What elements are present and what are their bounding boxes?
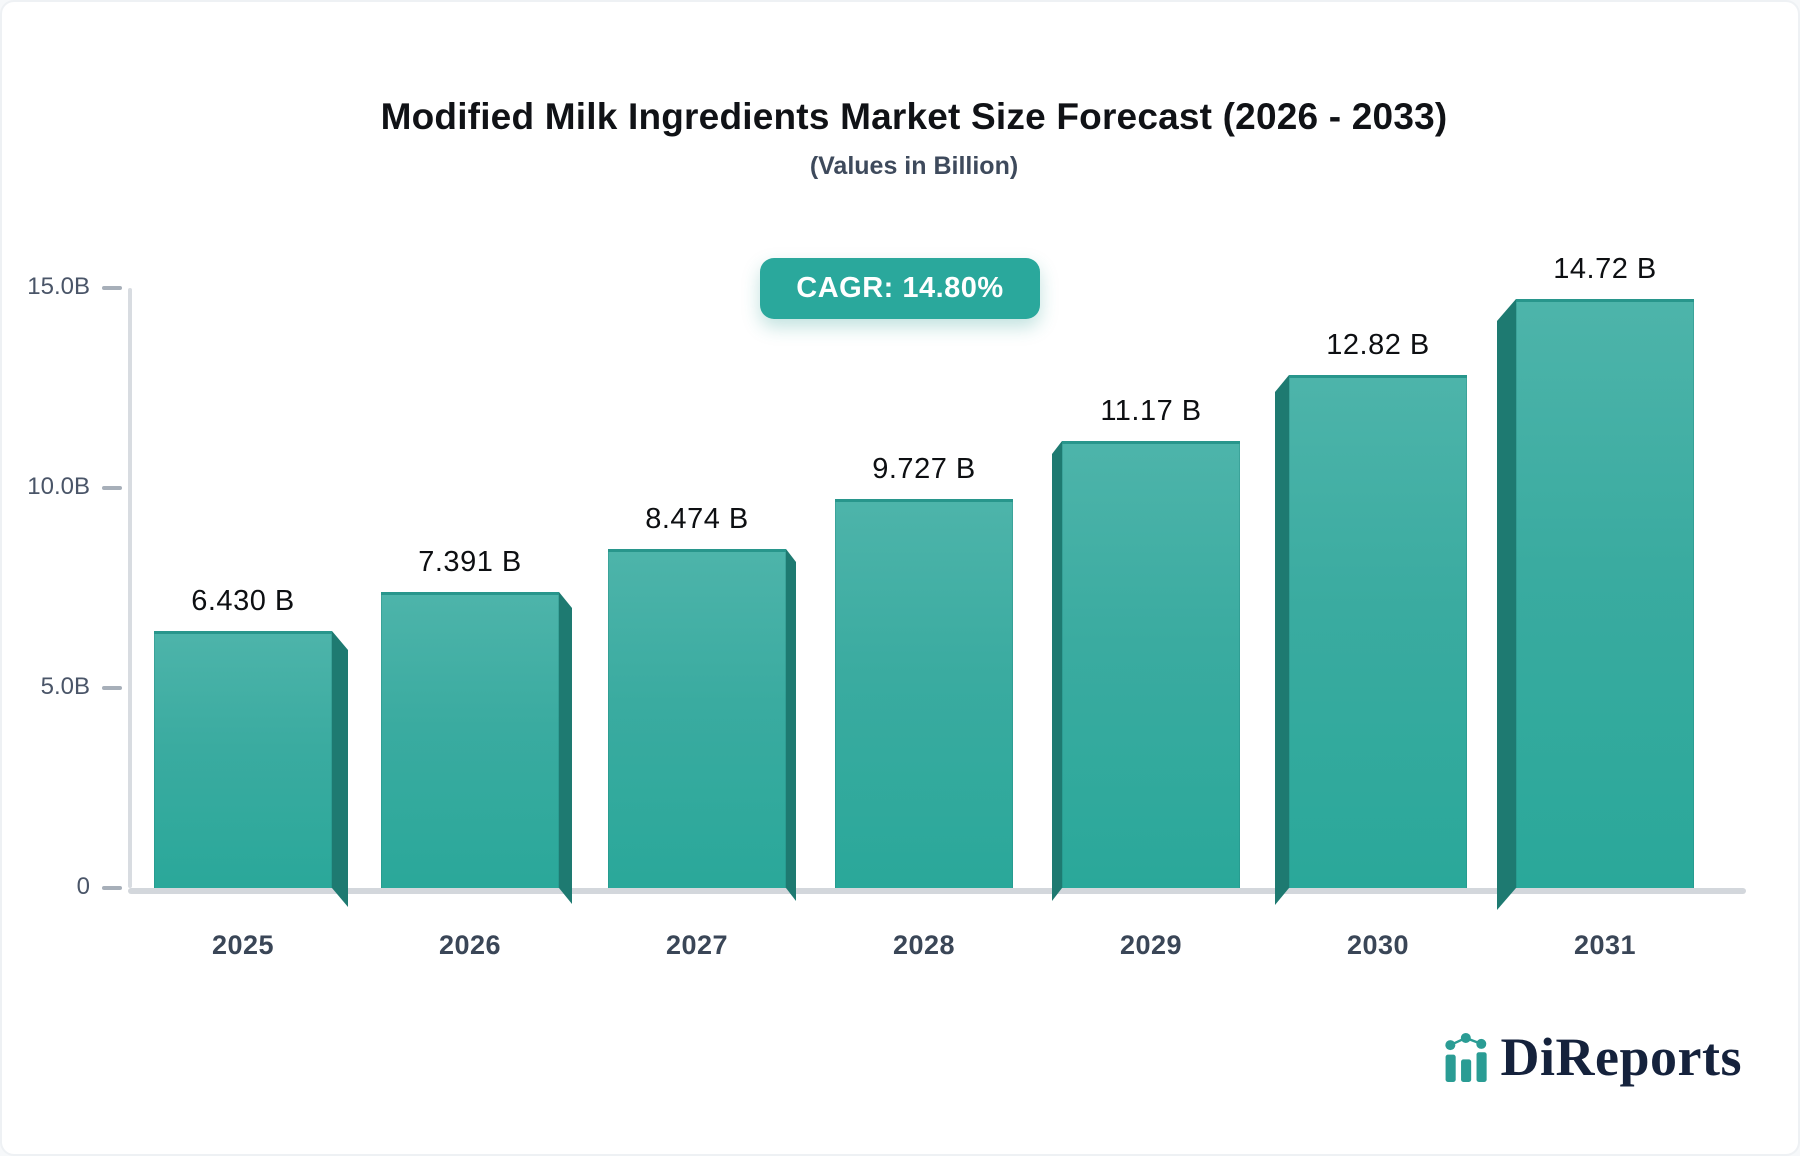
y-tick-mark [102,286,122,290]
x-tick-label-2027: 2027 [665,930,729,960]
y-tick-label: 10.0B [27,473,90,500]
bar-side-face-2030 [1275,375,1289,905]
y-axis-line [128,288,132,888]
x-tick-label-2028: 2028 [892,930,956,960]
bar-2025[interactable] [154,631,332,888]
y-tick-mark [102,686,122,690]
bar-2030[interactable] [1289,375,1467,888]
bar-side-face-2027 [786,549,796,901]
bar-value-label: 11.17 B [1100,395,1202,427]
x-tick-label-2029: 2029 [1119,930,1183,960]
direports-logo[interactable]: DiReports [1443,1030,1742,1084]
y-tick-label: 5.0B [40,673,90,700]
bar-side-face-2025 [332,631,348,907]
bar-value-label: 12.82 B [1326,329,1430,361]
x-tick-label-2025: 2025 [211,930,275,960]
y-tick-mark [102,886,122,890]
bar-value-label: 6.430 B [191,585,295,617]
y-tick-label: 15.0B [27,273,90,300]
chart-subtitle: (Values in Billion) [809,152,1019,180]
bar-side-face-2026 [559,592,572,904]
bar-2028[interactable] [835,499,1013,888]
bar-value-label: 14.72 B [1553,253,1657,285]
bar-value-label: 9.727 B [872,453,976,485]
x-tick-label-2031: 2031 [1573,930,1637,960]
x-tick-label-2030: 2030 [1346,930,1410,960]
chart-title: Modified Milk Ingredients Market Size Fo… [380,96,1448,137]
y-tick-label: 0 [76,873,90,900]
logo-wordmark: DiReports [1500,1027,1742,1087]
x-axis-line [128,888,1746,894]
y-tick-mark [102,486,122,490]
bar-2027[interactable] [608,549,786,888]
bar-value-label: 8.474 B [645,503,749,535]
bar-side-face-2029 [1052,441,1062,901]
mini-bar-chart-icon [1444,1032,1487,1082]
bar-2026[interactable] [381,592,559,888]
bar-side-face-2031 [1497,299,1516,910]
bar-2031[interactable] [1516,299,1694,888]
chart-header: Modified Milk Ingredients Market Size Fo… [66,96,1762,181]
x-tick-label-2026: 2026 [438,930,502,960]
cagr-badge: CAGR: 14.80% [760,258,1040,319]
bar-value-label: 7.391 B [418,546,522,578]
bar-2029[interactable] [1062,441,1240,888]
